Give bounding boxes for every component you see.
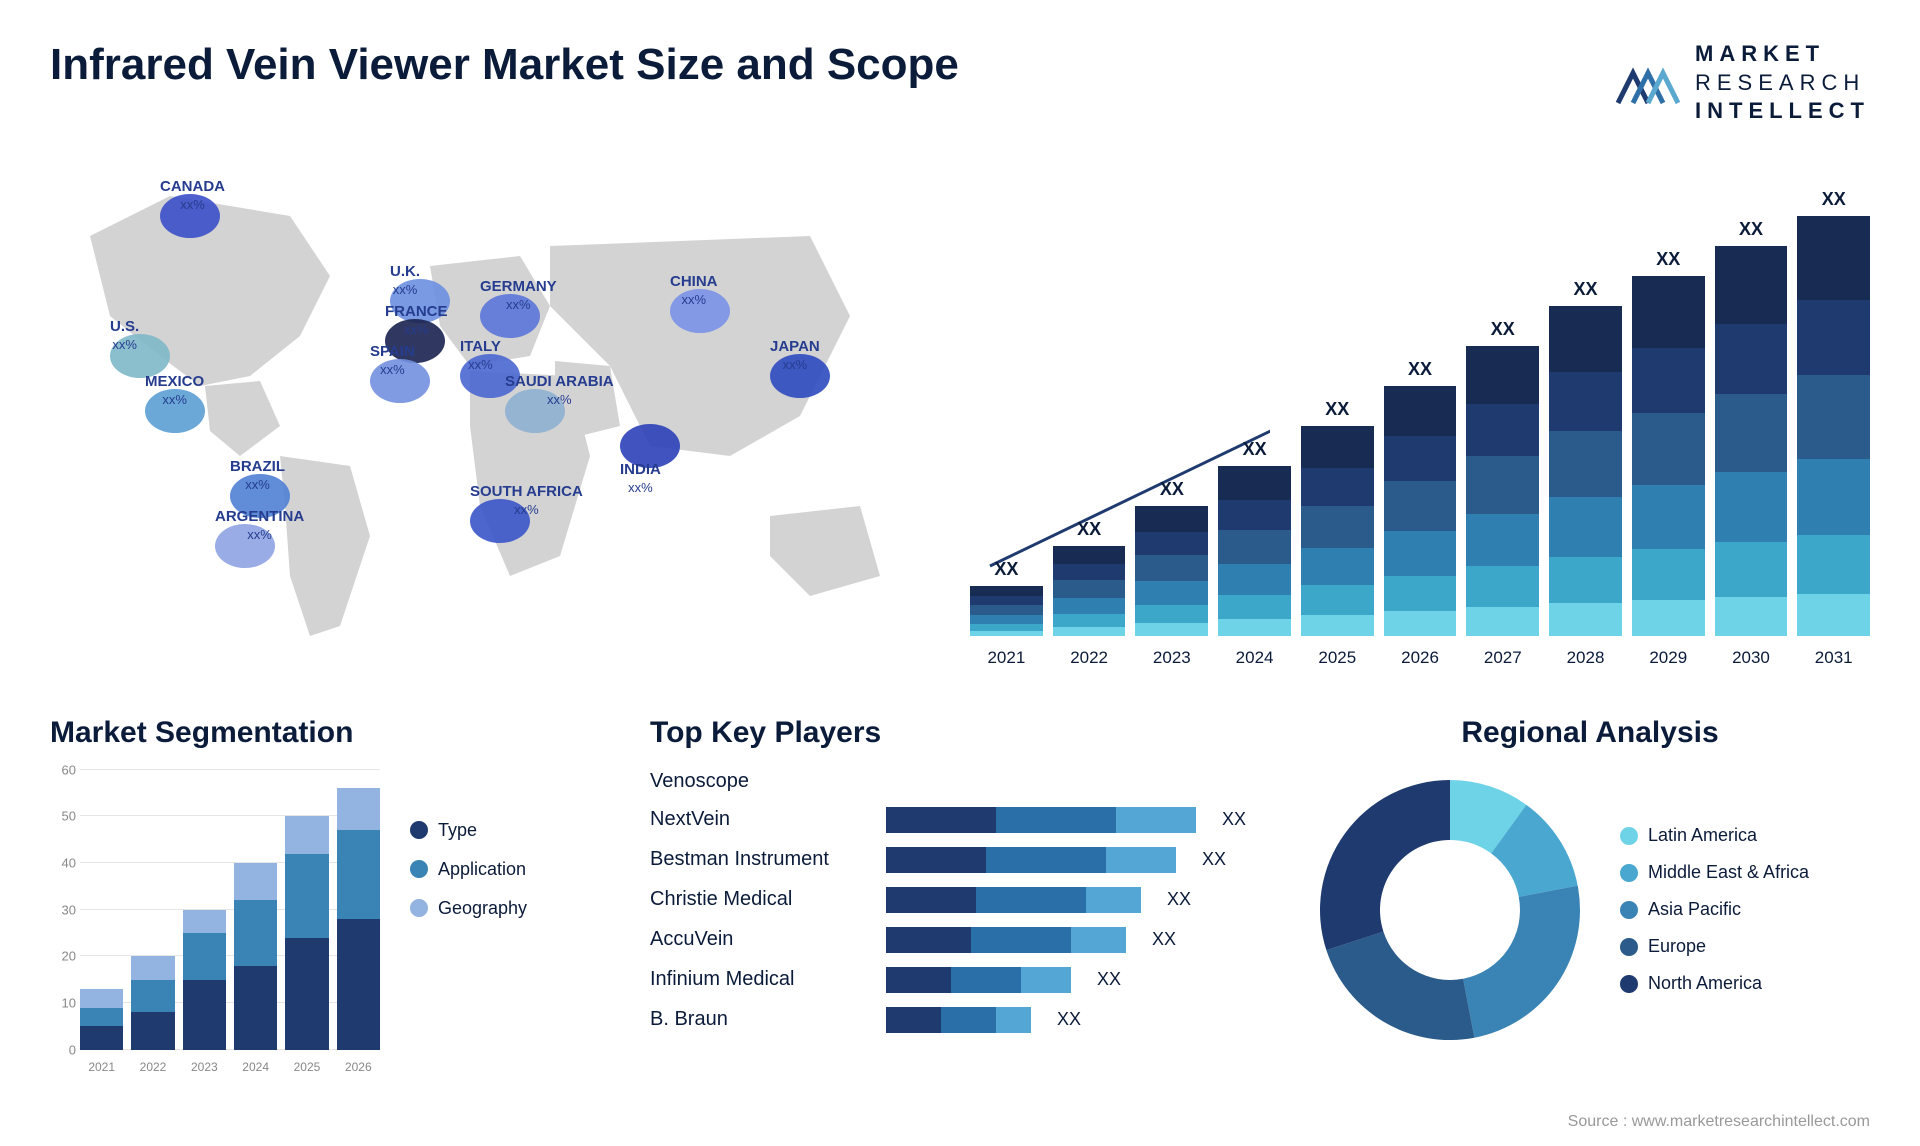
regional-donut: [1310, 770, 1590, 1050]
segmentation-chart: 0102030405060 202120222023202420252026: [50, 770, 380, 1080]
growth-bar: XX2024: [1218, 439, 1291, 636]
header: Infrared Vein Viewer Market Size and Sco…: [50, 40, 1870, 126]
legend-item: Geography: [410, 898, 527, 919]
segmentation-legend: Type Application Geography: [410, 770, 527, 1080]
growth-bar: XX2023: [1135, 479, 1208, 636]
top-row: CANADAxx% U.S.xx%MEXICOxx% BRAZILxx% ARGENT…: [50, 156, 1870, 676]
map-country-label: ARGENTINAxx%: [215, 508, 304, 544]
growth-bar: XX2022: [1053, 519, 1126, 636]
player-row: Venoscope: [650, 770, 1270, 793]
map-country-label: MEXICOxx%: [145, 373, 204, 409]
map-country-label: ITALYxx%: [460, 338, 501, 374]
segmentation-bar: 2023: [183, 910, 226, 1050]
legend-item: Middle East & Africa: [1620, 862, 1809, 883]
player-row: Bestman InstrumentXX: [650, 847, 1270, 873]
map-country-label: FRANCExx%: [385, 303, 448, 339]
legend-item: Asia Pacific: [1620, 899, 1809, 920]
segmentation-title: Market Segmentation: [50, 716, 610, 750]
legend-item: Latin America: [1620, 825, 1809, 846]
player-row: B. BraunXX: [650, 1007, 1270, 1033]
regional-panel: Regional Analysis Latin America Middle Ea…: [1310, 716, 1870, 1080]
player-row: AccuVeinXX: [650, 927, 1270, 953]
legend-item: Europe: [1620, 936, 1809, 957]
page-title: Infrared Vein Viewer Market Size and Sco…: [50, 40, 959, 90]
player-row: NextVeinXX: [650, 807, 1270, 833]
map-country-label: CANADAxx%: [160, 178, 225, 214]
growth-bar: XX2021: [970, 559, 1043, 636]
legend-item: Application: [410, 859, 527, 880]
growth-bar: XX2030: [1715, 219, 1788, 636]
regional-legend: Latin America Middle East & Africa Asia Pa…: [1620, 825, 1809, 994]
bottom-row: Market Segmentation 0102030405060 202120…: [50, 716, 1870, 1080]
regional-title: Regional Analysis: [1310, 716, 1870, 750]
map-country-label: U.S.xx%: [110, 318, 139, 354]
segmentation-bar: 2026: [337, 788, 380, 1049]
map-country-label: JAPANxx%: [770, 338, 820, 374]
source-attribution: Source : www.marketresearchintellect.com: [1568, 1113, 1870, 1131]
map-country-label: INDIAxx%: [620, 461, 661, 497]
growth-bar: XX2029: [1632, 249, 1705, 636]
growth-bar: XX2028: [1549, 279, 1622, 636]
growth-bar: XX2027: [1466, 319, 1539, 636]
map-country-label: SOUTH AFRICAxx%: [470, 483, 583, 519]
map-country-label: BRAZILxx%: [230, 458, 285, 494]
growth-bar: XX2031: [1797, 189, 1870, 636]
world-map: CANADAxx% U.S.xx%MEXICOxx% BRAZILxx% ARGENT…: [50, 156, 930, 676]
legend-item: North America: [1620, 973, 1809, 994]
logo: MARKET RESEARCH INTELLECT: [1613, 40, 1870, 126]
growth-chart: XX2021XX2022XX2023XX2024XX2025XX2026XX20…: [970, 156, 1870, 676]
players-title: Top Key Players: [650, 716, 1270, 750]
player-row: Christie MedicalXX: [650, 887, 1270, 913]
segmentation-bar: 2021: [80, 989, 123, 1050]
map-country-label: SAUDI ARABIAxx%: [505, 373, 614, 409]
players-panel: Top Key Players Venoscope NextVeinXX Bestm…: [650, 716, 1270, 1080]
map-country-label: GERMANYxx%: [480, 278, 557, 314]
segmentation-bar: 2022: [131, 956, 174, 1049]
map-country-label: U.K.xx%: [390, 263, 420, 299]
segmentation-bar: 2025: [285, 816, 328, 1049]
growth-bar: XX2026: [1384, 359, 1457, 636]
segmentation-bar: 2024: [234, 863, 277, 1050]
logo-text: MARKET RESEARCH INTELLECT: [1695, 40, 1870, 126]
map-country-label: SPAINxx%: [370, 343, 415, 379]
map-svg: [50, 156, 930, 676]
segmentation-panel: Market Segmentation 0102030405060 202120…: [50, 716, 610, 1080]
growth-bar: XX2025: [1301, 399, 1374, 636]
map-country-label: CHINAxx%: [670, 273, 718, 309]
logo-icon: [1613, 53, 1683, 113]
legend-item: Type: [410, 820, 527, 841]
player-row: Infinium MedicalXX: [650, 967, 1270, 993]
